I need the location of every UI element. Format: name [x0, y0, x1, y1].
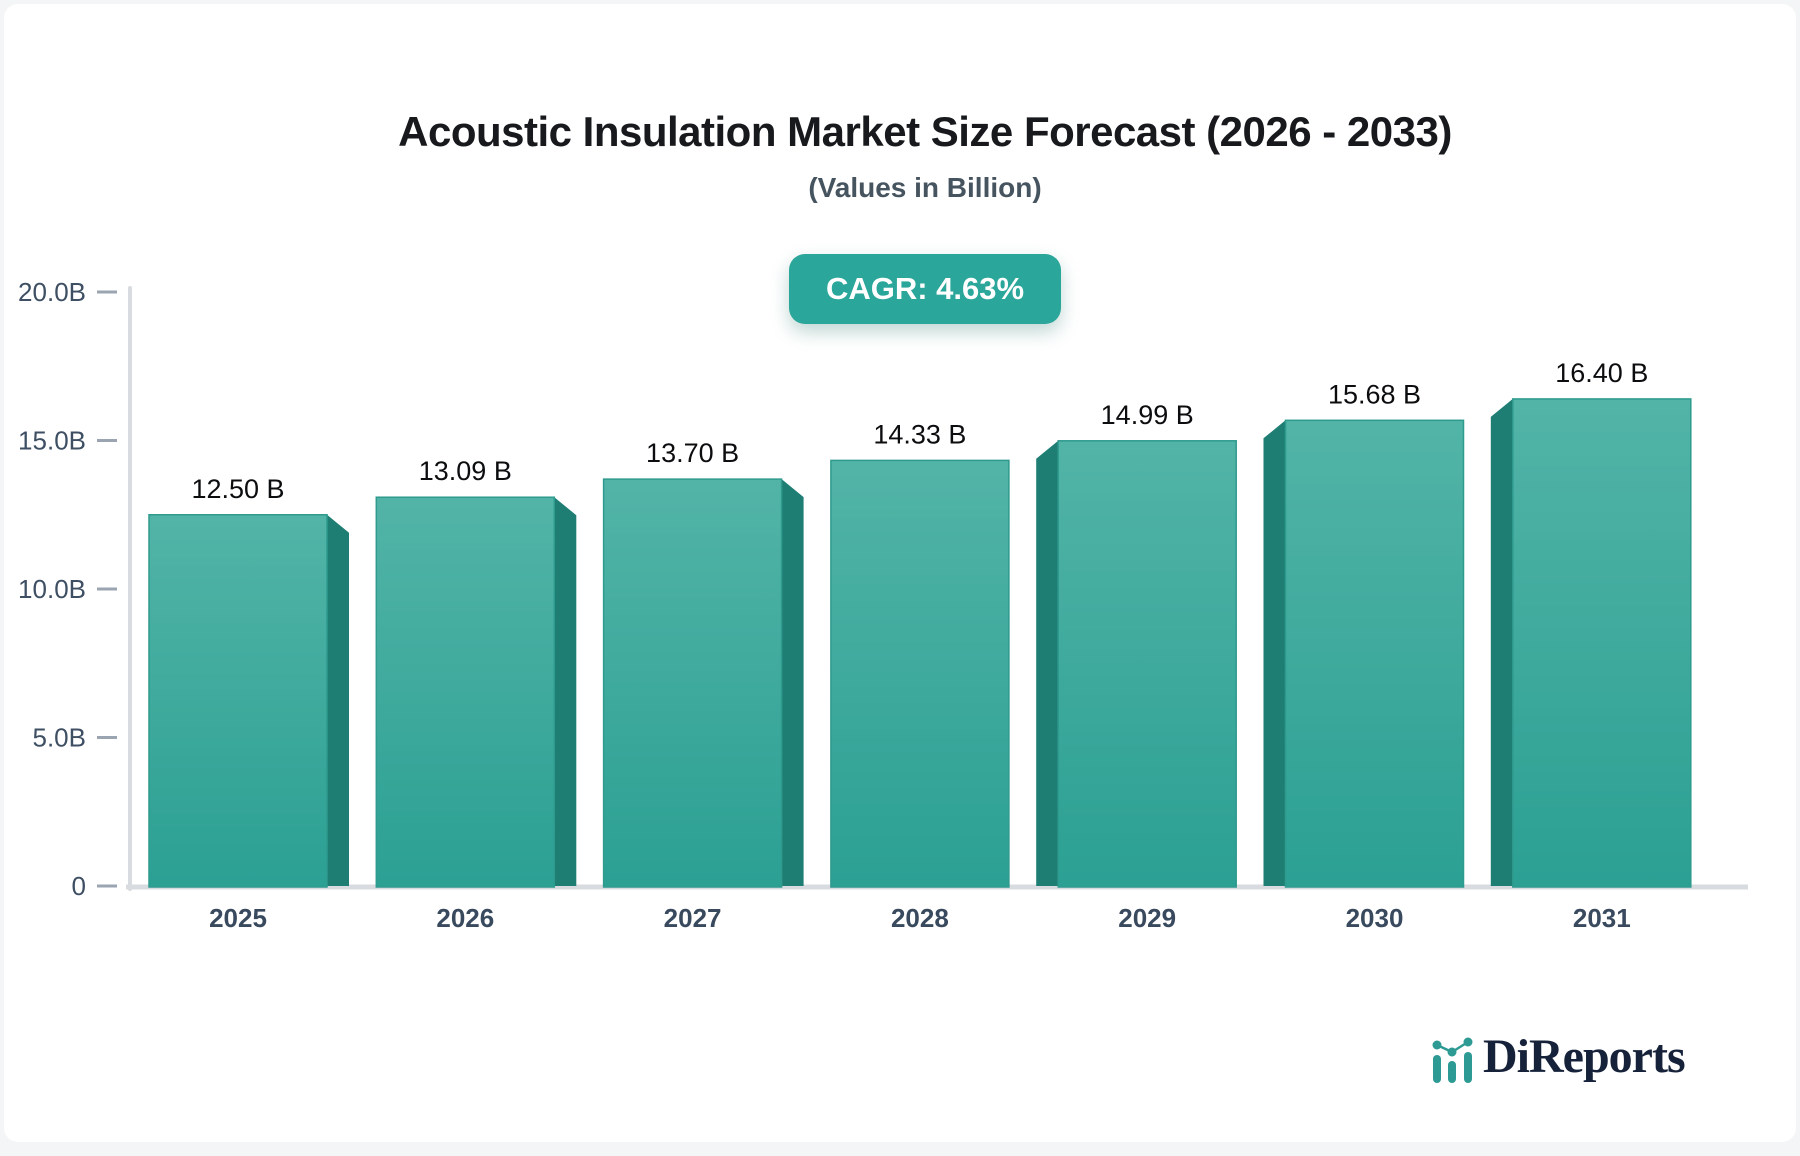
- direports-logo: DiReports: [1430, 1030, 1686, 1090]
- mini-bar-chart-icon: [1432, 1037, 1473, 1083]
- page-subtitle: (Values in Billion): [808, 172, 1042, 203]
- cagr-badge: CAGR: 4.63%: [789, 254, 1061, 324]
- logo-text: DiReports: [1483, 1030, 1686, 1083]
- cagr-badge-label: CAGR: 4.63%: [825, 271, 1025, 306]
- page-title: Acoustic Insulation Market Size Forecast…: [398, 108, 1452, 155]
